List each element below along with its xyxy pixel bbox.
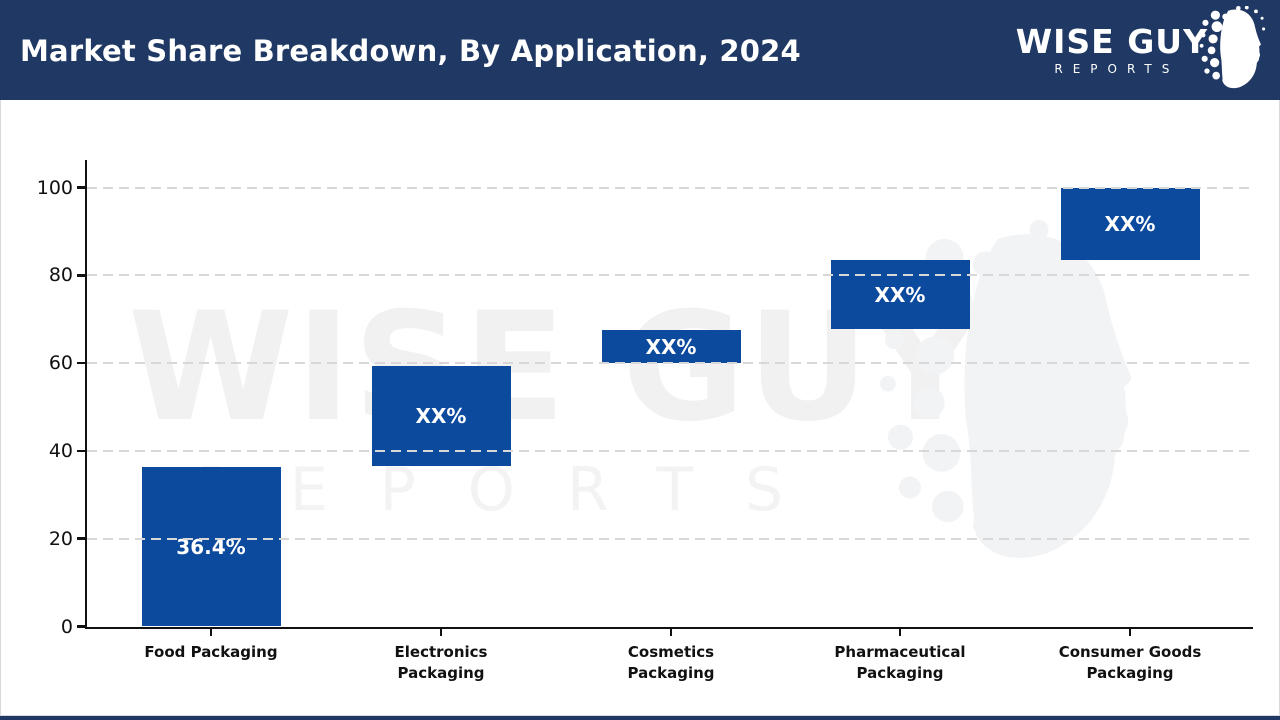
- bar-cosmetics-packaging: XX%: [601, 330, 741, 364]
- bar-value-label: XX%: [874, 282, 926, 307]
- bar-value-label: XX%: [645, 334, 697, 359]
- grid-line: [87, 274, 1253, 277]
- logo-text: WISE GUY REPORTS: [1016, 25, 1208, 75]
- x-tick: [439, 629, 443, 636]
- bar-consumer-goods-packaging: XX%: [1060, 187, 1200, 261]
- bar-pharmaceutical-packaging: XX%: [830, 260, 970, 330]
- header-bar: Market Share Breakdown, By Application, …: [0, 0, 1280, 100]
- category-label-electronics-packaging: Electronics Packaging: [394, 642, 488, 682]
- chart-area: WISE GUY REPORTS 36.4% XX% XX% XX% XX% 0 20 40 6…: [0, 100, 1280, 716]
- x-axis: [84, 626, 1253, 629]
- bar-food-packaging: 36.4%: [141, 466, 281, 627]
- category-label-pharmaceutical-packaging: Pharmaceutical Packaging: [834, 642, 966, 682]
- y-axis: [84, 160, 87, 629]
- footer-accent-bar: [0, 715, 1280, 720]
- category-label-consumer-goods-packaging: Consumer Goods Packaging: [1058, 642, 1202, 682]
- y-tick-label: 20: [48, 527, 73, 550]
- y-tick-label: 60: [48, 352, 73, 375]
- logo-wordmark: WISE GUY: [1015, 22, 1208, 61]
- x-tick: [1128, 629, 1132, 636]
- y-tick-label: 80: [48, 264, 73, 287]
- wise-guy-logo: WISE GUY REPORTS: [1016, 4, 1272, 96]
- y-tick: [77, 361, 86, 365]
- x-tick: [898, 629, 902, 636]
- y-tick: [77, 274, 86, 277]
- x-tick: [669, 629, 673, 636]
- logo-subtitle: REPORTS: [1054, 62, 1180, 76]
- category-label-cosmetics-packaging: Cosmetics Packaging: [627, 642, 715, 682]
- page-title: Market Share Breakdown, By Application, …: [20, 34, 801, 68]
- grid-line: [87, 449, 1253, 452]
- grid-line: [87, 186, 1253, 189]
- x-tick: [209, 629, 213, 636]
- grid-line: [87, 362, 1253, 365]
- head-profile-icon: [1199, 6, 1266, 89]
- y-tick-label: 40: [48, 439, 73, 462]
- category-label-food-packaging: Food Packaging: [144, 642, 278, 661]
- y-tick-label: 100: [36, 176, 73, 199]
- y-tick-label: 0: [60, 615, 73, 638]
- bar-value-label: XX%: [415, 403, 467, 428]
- bar-electronics-packaging: XX%: [371, 365, 511, 467]
- bar-value-label: XX%: [1104, 211, 1156, 236]
- grid-line: [87, 537, 1253, 540]
- y-tick: [77, 625, 86, 628]
- page-border-left: [0, 100, 1, 720]
- watermark-subtitle: REPORTS: [196, 455, 836, 525]
- y-tick: [77, 186, 86, 189]
- y-tick: [77, 537, 86, 540]
- y-tick: [77, 449, 86, 453]
